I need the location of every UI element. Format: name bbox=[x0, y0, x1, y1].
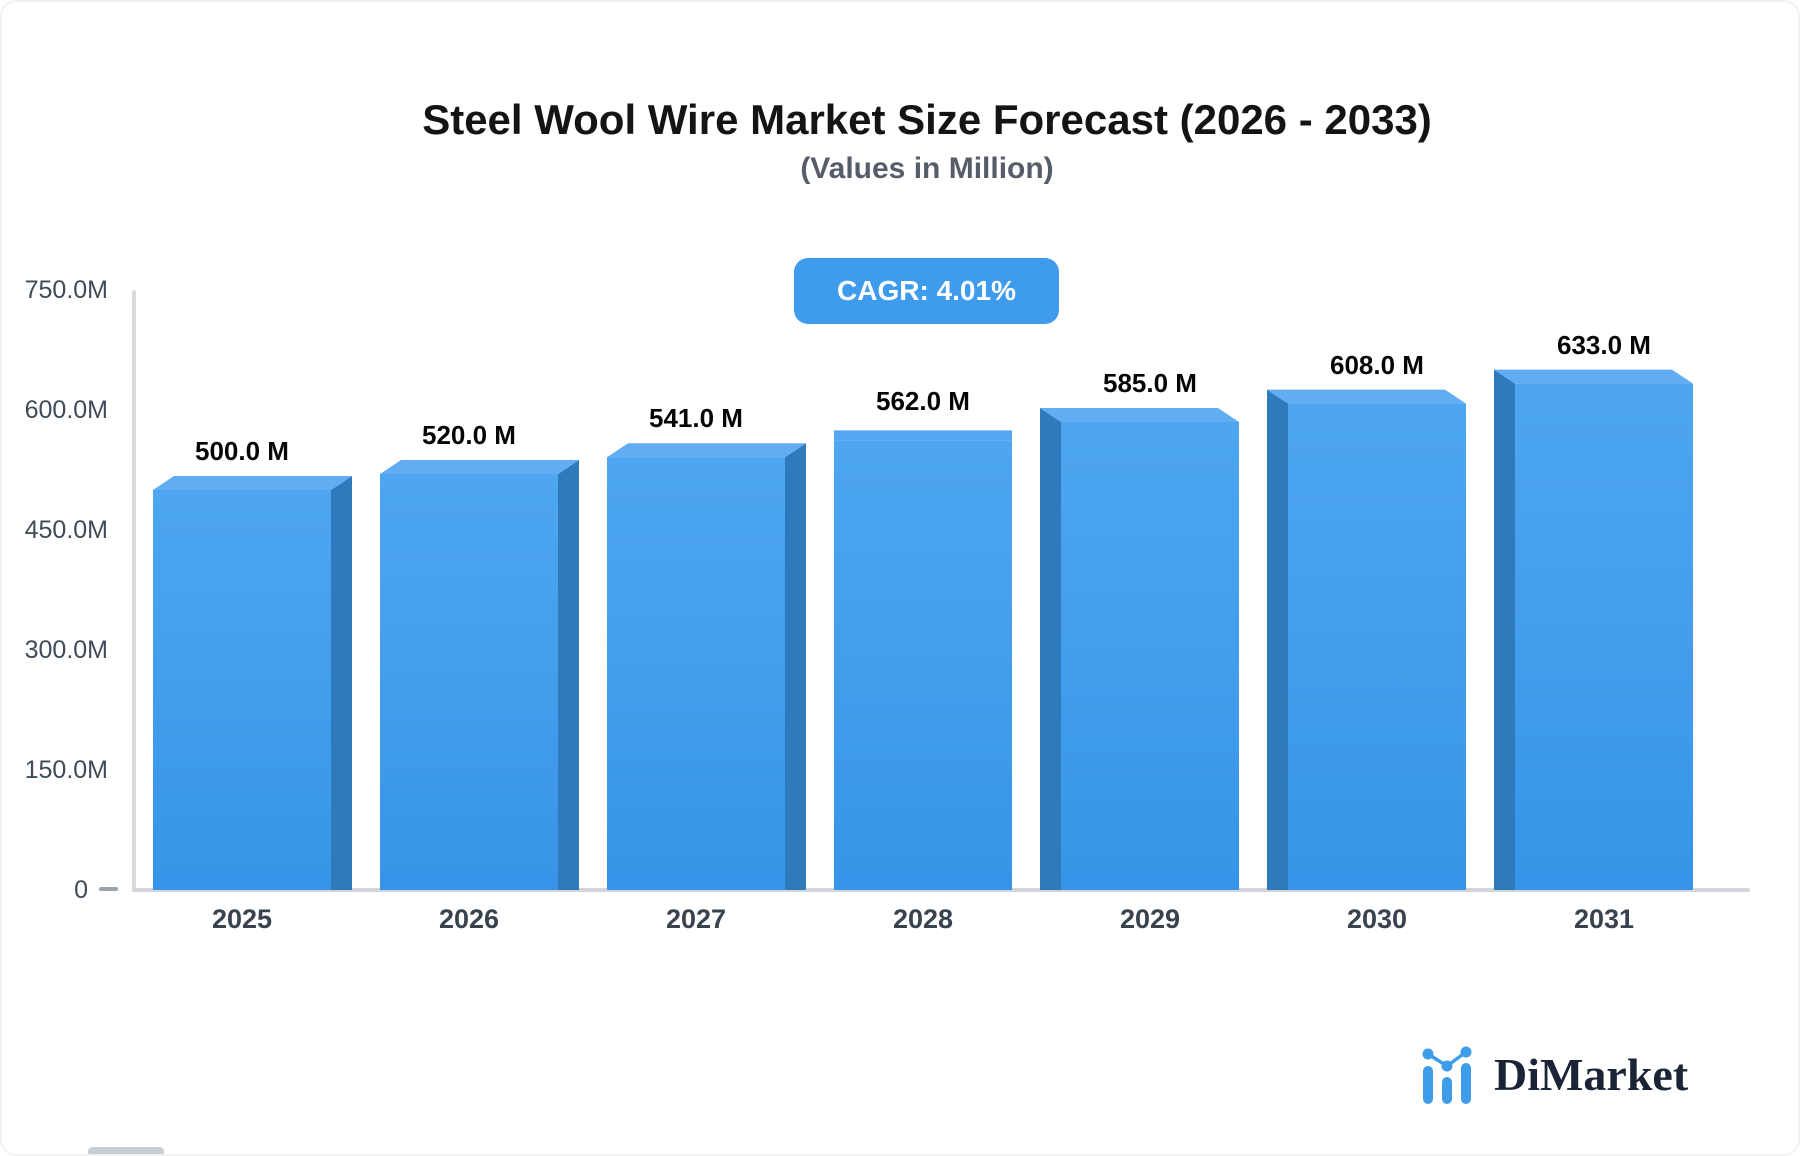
bar-3d-face bbox=[1267, 389, 1288, 890]
bar-2027 bbox=[607, 457, 785, 890]
horizontal-scrollbar-thumb[interactable] bbox=[88, 1147, 164, 1154]
x-axis-label-2027: 2027 bbox=[665, 904, 727, 934]
bar-3d-face bbox=[1040, 408, 1061, 890]
bar-2029 bbox=[1061, 422, 1239, 890]
bar-3d-face bbox=[1040, 408, 1239, 422]
x-axis-label-2028: 2028 bbox=[892, 904, 954, 934]
bar-2026 bbox=[380, 474, 558, 890]
y-axis-tick-label: 300.0M bbox=[24, 636, 108, 664]
bar-value-label: 520.0 M bbox=[422, 420, 516, 450]
bar-3d-face bbox=[380, 460, 579, 474]
logo-text: DiMarket bbox=[1494, 1049, 1689, 1100]
bar-3d-face bbox=[834, 430, 1012, 441]
bar-2031 bbox=[1515, 383, 1693, 890]
y-axis-zero-tick bbox=[99, 887, 118, 891]
bar-2030 bbox=[1288, 403, 1466, 890]
bar-value-label: 562.0 M bbox=[876, 386, 970, 417]
bar-value-label: 608.0 M bbox=[1330, 349, 1424, 380]
bar-3d-face bbox=[331, 476, 352, 890]
bar-3d-face bbox=[1494, 369, 1693, 384]
logo-bar-chart-icon bbox=[1422, 1046, 1472, 1104]
bar-3d-face bbox=[785, 443, 806, 890]
y-axis-tick-label: 150.0M bbox=[24, 756, 108, 784]
x-axis-label-2031: 2031 bbox=[1573, 904, 1635, 934]
bar-2025 bbox=[153, 490, 331, 890]
x-axis-label-2029: 2029 bbox=[1119, 904, 1181, 934]
y-axis-tick-label: 600.0M bbox=[24, 396, 108, 424]
bar-value-label: 500.0 M bbox=[195, 436, 289, 466]
bar-3d-face bbox=[607, 443, 806, 458]
bar-3d-face bbox=[153, 476, 352, 490]
bar-3d-face bbox=[1494, 369, 1515, 891]
bar-3d-face bbox=[558, 460, 579, 890]
y-axis-tick-label: 450.0M bbox=[24, 516, 108, 544]
bar-2028 bbox=[834, 440, 1012, 890]
x-axis-label-2025: 2025 bbox=[211, 904, 273, 934]
cagr-badge: CAGR: 4.01% bbox=[794, 258, 1059, 324]
bar-value-label: 585.0 M bbox=[1103, 368, 1197, 398]
y-axis-tick-label: 0 bbox=[74, 876, 88, 904]
chart-subtitle: (Values in Million) bbox=[800, 152, 1054, 185]
y-axis-tick-label: 750.0M bbox=[24, 276, 108, 304]
x-axis-label-2026: 2026 bbox=[438, 904, 500, 934]
chart-title: Steel Wool Wire Market Size Forecast (20… bbox=[422, 96, 1432, 143]
y-axis-line bbox=[132, 290, 136, 890]
bar-value-label: 633.0 M bbox=[1557, 329, 1651, 360]
dimarket-logo: DiMarket bbox=[1420, 1042, 1688, 1104]
x-axis-label-2030: 2030 bbox=[1346, 904, 1408, 934]
bar-value-label: 541.0 M bbox=[649, 403, 743, 434]
bar-3d-face bbox=[1267, 389, 1466, 404]
